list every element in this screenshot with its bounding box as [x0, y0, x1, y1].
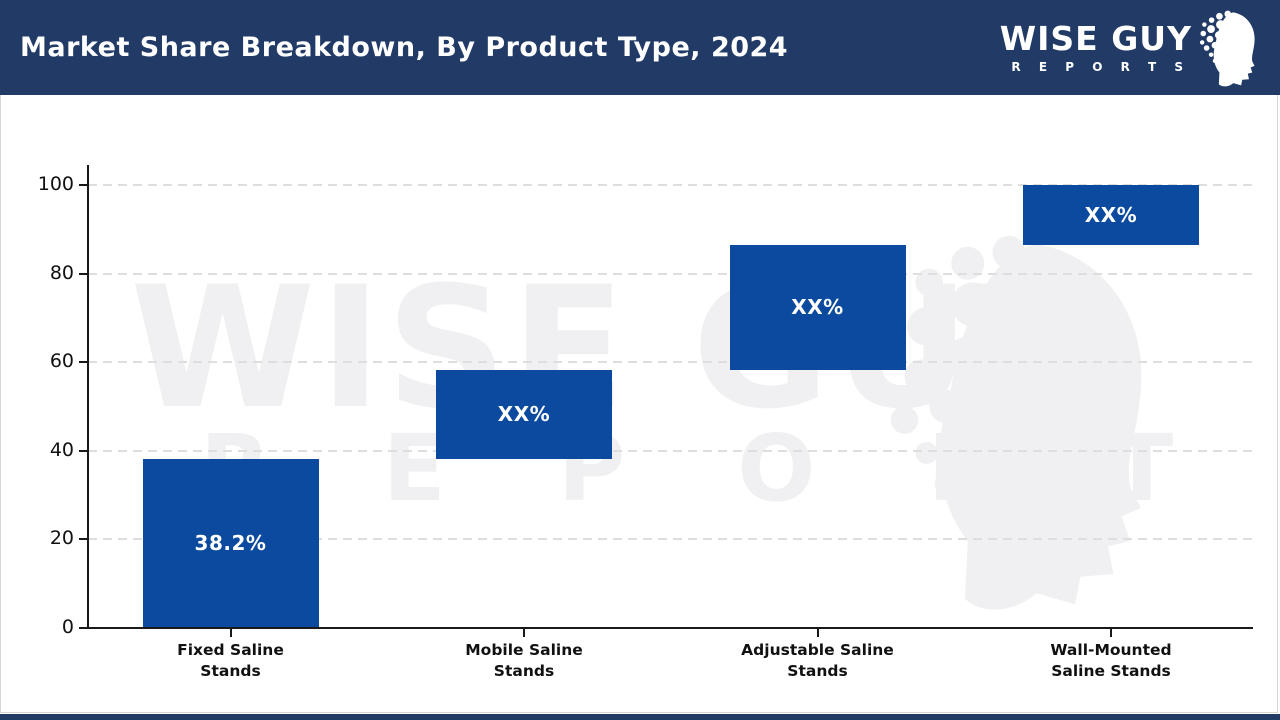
x-category-label: Wall-Mounted Saline Stands	[1050, 641, 1172, 680]
y-tick-label-20: 20	[49, 527, 74, 550]
x-category-label: Adjustable Saline Stands	[741, 641, 894, 680]
logo-wordmark: WISE GUY	[999, 19, 1192, 58]
logo-subtitle: R E P O R T S	[1011, 60, 1190, 74]
y-tick-label-40: 40	[49, 438, 74, 461]
bar-value-label: XX%	[1084, 202, 1138, 227]
gridline-y80	[88, 272, 1253, 275]
bar-value-label: XX%	[497, 402, 551, 427]
x-tick-2	[816, 629, 819, 637]
y-tick-0	[79, 627, 87, 629]
y-tick-label-100: 100	[37, 173, 74, 195]
gridline-y100	[88, 184, 1253, 186]
y-tick-20	[79, 538, 87, 541]
gridline-y20	[88, 538, 1253, 541]
bar-value-label: XX%	[791, 295, 844, 320]
page-title: Market Share Breakdown, By Product Type,…	[20, 32, 789, 63]
x-tick-1	[523, 629, 525, 637]
wise-guy-logo: WISE GUY R E P O R T S	[1000, 9, 1280, 87]
y-tick-100	[79, 184, 87, 186]
logo-text: WISE GUY R E P O R T S	[1000, 22, 1192, 73]
bar-segment: XX%	[436, 370, 612, 459]
bar-segment: 38.2%	[142, 458, 319, 628]
y-tick-80	[79, 272, 87, 275]
header-banner: Market Share Breakdown, By Product Type,…	[0, 0, 1280, 95]
logo-face-icon	[1194, 9, 1266, 87]
gridline-y40	[88, 449, 1253, 452]
x-axis-line	[87, 627, 1253, 629]
y-tick-40	[79, 449, 87, 452]
bar-segment: XX%	[1023, 185, 1199, 245]
x-tick-0	[229, 629, 232, 637]
bar-segment: XX%	[729, 244, 906, 371]
y-tick-60	[79, 361, 87, 364]
y-tick-label-80: 80	[49, 261, 74, 284]
y-axis-line	[87, 165, 89, 629]
y-tick-label-60: 60	[49, 350, 74, 373]
footer-bar	[0, 714, 1280, 720]
bar-value-label: 38.2%	[194, 531, 267, 556]
x-tick-3	[1110, 629, 1112, 637]
x-category-label: Fixed Saline Stands	[177, 641, 284, 680]
gridline-y60	[88, 361, 1253, 364]
y-tick-label-0: 0	[61, 616, 74, 638]
x-category-label: Mobile Saline Stands	[465, 641, 583, 680]
